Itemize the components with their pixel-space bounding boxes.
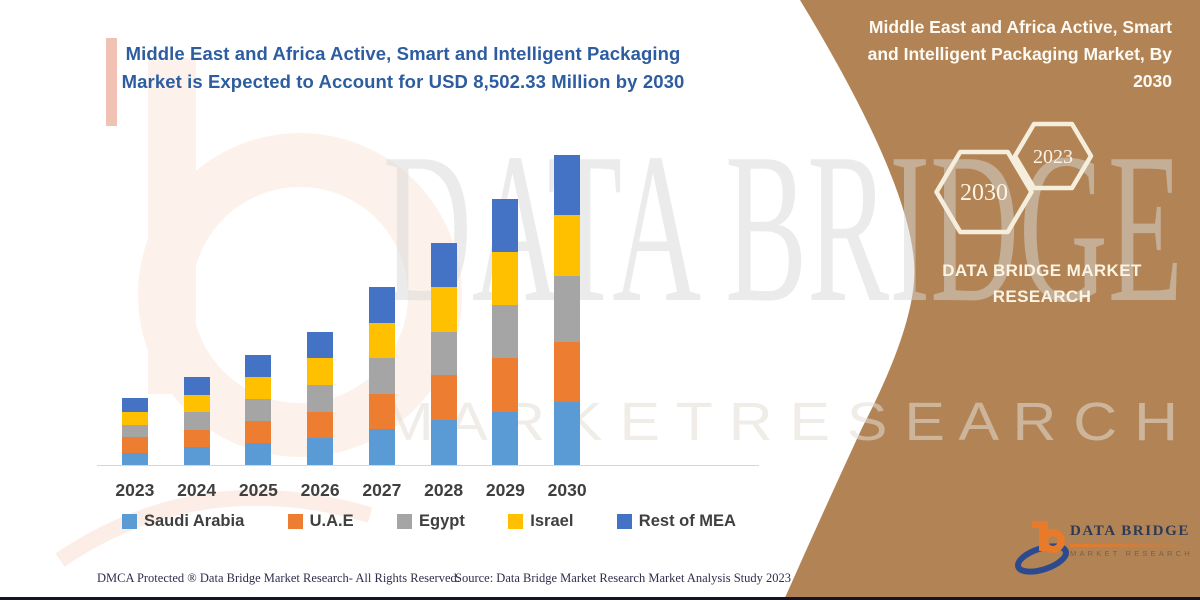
hexagon-2030: 2030 (934, 149, 1034, 235)
bar-segment-2025-saudi-arabia (245, 443, 272, 465)
x-label-2023: 2023 (115, 480, 155, 500)
x-axis-line (97, 465, 759, 466)
legend-item-u-a-e: U.A.E (287, 512, 354, 531)
legend-label-u-a-e: U.A.E (309, 512, 354, 530)
bar-segment-2028-israel (430, 286, 457, 332)
bar-segment-2030-u-a-e (554, 341, 581, 402)
hexagon-2023: 2023 (1012, 121, 1094, 191)
bar-segment-2030-saudi-arabia (554, 401, 581, 465)
hexagon-2030-label: 2030 (960, 180, 1008, 206)
bar-segment-2027-egypt (368, 358, 395, 394)
legend-item-israel: Israel (508, 512, 573, 531)
bar-segment-2026-israel (307, 358, 334, 385)
legend-swatch-icon (122, 514, 137, 529)
bar-segment-2026-rest-of-mea (307, 331, 334, 359)
legend-item-saudi-arabia: Saudi Arabia (122, 512, 244, 531)
bar-segment-2023-israel (121, 411, 148, 425)
brand-logo-underline (1070, 544, 1180, 547)
bar-segment-2029-israel (492, 251, 519, 306)
panel-heading: Middle East and Africa Active, Smart and… (867, 17, 1172, 92)
bar-segment-2023-saudi-arabia (121, 453, 148, 465)
bar-segment-2028-saudi-arabia (430, 420, 457, 465)
bar-segment-2024-u-a-e (183, 429, 210, 448)
bar-segment-2023-rest-of-mea (121, 398, 148, 412)
bar-2025 (228, 355, 290, 465)
bar-segment-2024-rest-of-mea (183, 376, 210, 395)
brand-line1: DATA BRIDGE MARKET (942, 261, 1142, 280)
hexagon-2023-label: 2023 (1033, 146, 1073, 168)
bar-segment-2028-u-a-e (430, 375, 457, 420)
bar-segment-2030-egypt (554, 276, 581, 342)
bar-segment-2027-u-a-e (368, 393, 395, 430)
bar-segment-2030-rest-of-mea (554, 154, 581, 215)
legend-item-rest-of-mea: Rest of MEA (616, 512, 736, 531)
bar-segment-2029-u-a-e (492, 358, 519, 412)
bar-segment-2028-rest-of-mea (430, 243, 457, 287)
legend-item-egypt: Egypt (397, 512, 465, 531)
bar-segment-2025-egypt (245, 399, 272, 421)
bar-segment-2030-israel (554, 214, 581, 277)
legend-label-rest-of-mea: Rest of MEA (638, 512, 736, 530)
legend-label-israel: Israel (530, 512, 574, 530)
bar-segment-2026-egypt (307, 384, 334, 412)
bar-2026 (289, 331, 351, 465)
x-label-2026: 2026 (300, 480, 340, 500)
bar-segment-2023-u-a-e (121, 436, 148, 454)
bar-segment-2026-u-a-e (307, 411, 334, 439)
x-label-2028: 2028 (424, 480, 464, 500)
brown-panel (785, 0, 1200, 597)
bar-segment-2029-rest-of-mea (492, 198, 519, 252)
legend-swatch-icon (616, 514, 632, 529)
legend-swatch-icon (397, 514, 413, 529)
bar-segment-2025-israel (245, 377, 272, 399)
brand-text: DATA BRIDGE MARKET RESEARCH (911, 258, 1173, 311)
bars-row (104, 154, 598, 465)
chart-title: Middle East and Africa Active, Smart and… (121, 43, 685, 92)
bar-2028 (413, 243, 475, 465)
x-label-2030: 2030 (547, 480, 587, 500)
x-labels-row: 2023 2024 2025 2026 2027 2028 2029 2030 (104, 480, 598, 501)
bar-segment-2024-israel (183, 394, 210, 413)
brand-logo: DATA BRIDGE MARKET RESEARCH (1012, 515, 1190, 577)
bar-segment-2029-egypt (492, 305, 519, 359)
bar-2023 (104, 398, 166, 465)
bar-segment-2027-israel (368, 322, 395, 359)
brand-logo-name: DATA BRIDGE (1070, 523, 1190, 539)
bar-segment-2029-saudi-arabia (492, 411, 519, 465)
brand-logo-icon (1015, 521, 1069, 575)
bar-segment-2023-egypt (121, 424, 148, 437)
bar-2024 (166, 376, 228, 465)
x-label-2024: 2024 (177, 480, 217, 500)
legend: Saudi Arabia U.A.E Egypt Israel Rest of MEA (122, 512, 736, 531)
bar-2030 (536, 154, 598, 465)
footer-dmca: DMCA Protected ® Data Bridge Market Rese… (97, 571, 460, 585)
brand-line2: RESEARCH (992, 287, 1092, 307)
brand-logo-subtext: MARKET RESEARCH (1070, 549, 1193, 558)
legend-label-saudi-arabia: Saudi Arabia (144, 512, 245, 530)
x-label-2025: 2025 (238, 480, 278, 500)
legend-label-egypt: Egypt (419, 512, 465, 530)
footer-source: Source: Data Bridge Market Research Mark… (455, 571, 792, 585)
bar-segment-2028-egypt (430, 331, 457, 375)
bar-segment-2025-u-a-e (245, 421, 272, 443)
bar-segment-2024-saudi-arabia (183, 447, 210, 465)
bar-2029 (475, 198, 537, 465)
legend-swatch-icon (287, 514, 303, 529)
bar-segment-2025-rest-of-mea (245, 355, 272, 377)
x-label-2029: 2029 (485, 480, 525, 500)
bar-segment-2024-egypt (183, 412, 210, 430)
bar-segment-2026-saudi-arabia (307, 438, 334, 465)
bar-segment-2027-saudi-arabia (368, 429, 395, 465)
legend-swatch-icon (508, 514, 524, 529)
bar-segment-2027-rest-of-mea (368, 287, 395, 323)
bar-2027 (351, 287, 413, 465)
x-label-2027: 2027 (362, 480, 402, 500)
